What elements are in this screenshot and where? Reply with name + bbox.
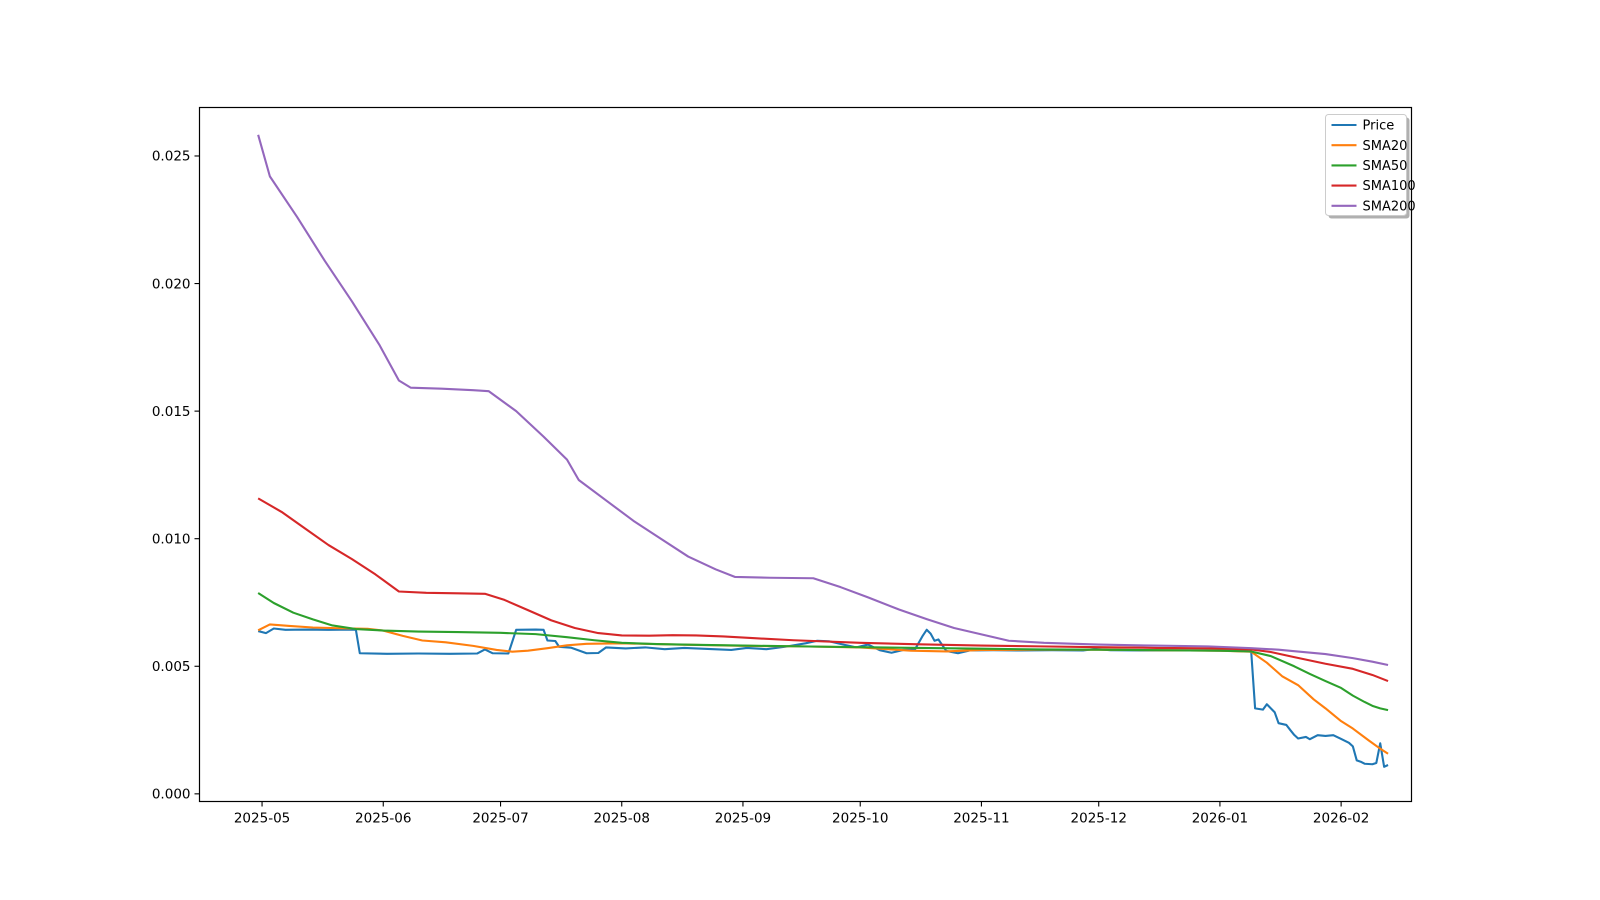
legend-label: SMA200: [1363, 199, 1416, 214]
x-tick-label: 2025-07: [472, 811, 528, 827]
y-tick-label: 0.015: [152, 404, 191, 420]
series-line-sma100: [257, 497, 1389, 683]
x-tick-label: 2025-11: [953, 811, 1009, 827]
series-line-sma200: [257, 134, 1389, 667]
legend-entry-sma20: SMA20: [1331, 139, 1408, 154]
y-tick-label: 0.010: [152, 531, 191, 547]
x-tick-label: 2025-05: [234, 811, 290, 827]
x-tick-label: 2026-02: [1313, 811, 1369, 827]
legend-box: [1325, 114, 1407, 216]
legend-label: SMA100: [1363, 179, 1416, 194]
y-tick-label: 0.025: [152, 149, 191, 165]
axes-spines: [198, 106, 1413, 803]
legend: Price SMA20 SMA50 SMA100 SMA200: [1325, 114, 1416, 219]
legend-label: Price: [1363, 119, 1395, 134]
legend-entry-price: Price: [1331, 119, 1395, 134]
x-tick-label: 2026-01: [1192, 811, 1248, 827]
x-tick-label: 2025-06: [355, 811, 411, 827]
legend-entry-sma50: SMA50: [1331, 159, 1408, 174]
y-tick-label: 0.020: [152, 276, 191, 292]
legend-entry-sma100: SMA100: [1331, 179, 1416, 194]
legend-label: SMA20: [1363, 139, 1408, 154]
y-tick-label: 0.000: [152, 787, 191, 803]
x-tick-label: 2025-08: [594, 811, 650, 827]
x-tick-label: 2025-09: [715, 811, 771, 827]
y-tick-label: 0.005: [152, 659, 191, 675]
x-tick-label: 2025-10: [832, 811, 888, 827]
x-tick-label: 2025-12: [1071, 811, 1127, 827]
legend-label: SMA50: [1363, 159, 1408, 174]
series-line-price: [257, 627, 1389, 768]
legend-entry-sma200: SMA200: [1331, 199, 1416, 214]
axes-background: [199, 107, 1412, 802]
series-line-sma50: [257, 592, 1389, 712]
